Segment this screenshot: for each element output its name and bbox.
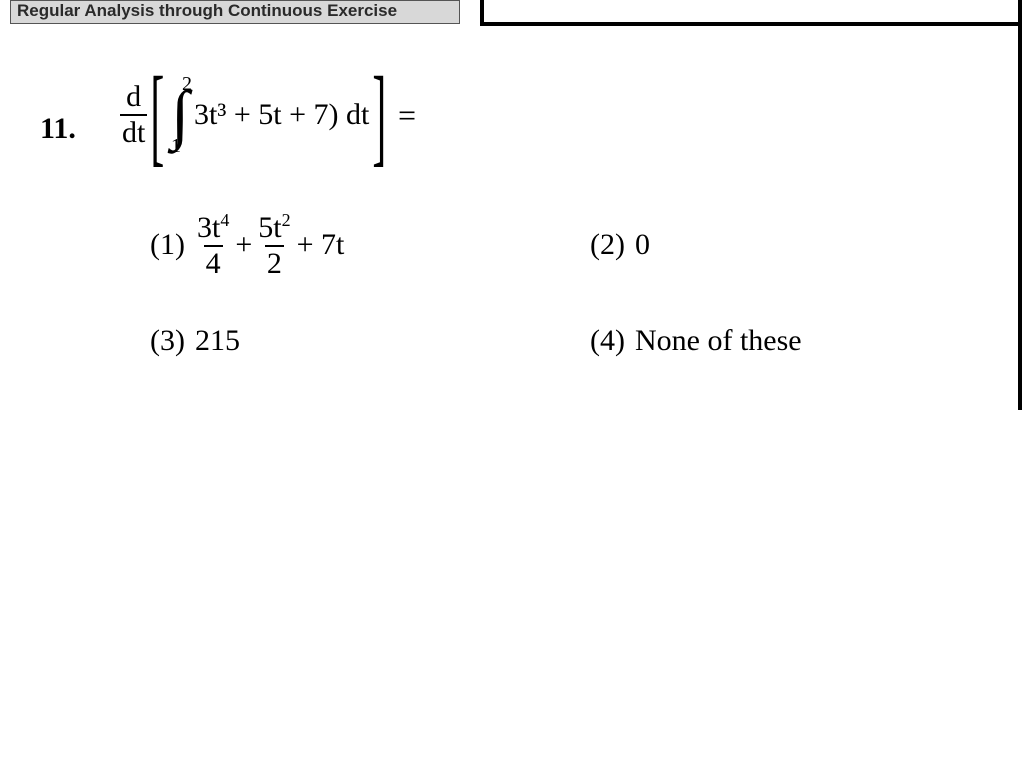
option-row-2: (3) 215 (4) None of these: [150, 306, 970, 376]
equation: d dt [ 2 ∫ 1 3t³ + 5t + 7) dt ] =: [120, 70, 416, 160]
opt1-frac2-num: 5t2: [256, 211, 292, 245]
integral-glyph: ∫: [171, 88, 189, 142]
opt1-frac-1: 3t4 4: [195, 211, 231, 279]
left-bracket: [: [151, 70, 165, 160]
option-4-label: (4): [590, 324, 625, 358]
top-right-frame: [480, 0, 1020, 26]
option-2[interactable]: (2) 0: [590, 210, 650, 280]
option-2-text: 0: [635, 228, 650, 262]
header-banner: Regular Analysis through Continuous Exer…: [10, 0, 460, 24]
question-row: 11. d dt [ 2 ∫ 1 3t³ + 5t + 7) dt ] =: [40, 70, 980, 160]
option-3[interactable]: (3) 215: [150, 306, 530, 376]
option-row-1: (1) 3t4 4 + 5t2 2 + 7t (2) 0: [150, 210, 970, 280]
right-edge-rule: [1018, 0, 1022, 410]
opt1-frac1-den: 4: [204, 245, 223, 279]
deriv-den: dt: [120, 114, 147, 148]
integral-symbol: 2 ∫ 1: [168, 74, 192, 156]
option-4[interactable]: (4) None of these: [590, 306, 802, 376]
integrand: 3t³ + 5t + 7) dt: [194, 98, 369, 132]
opt1-frac2-den: 2: [265, 245, 284, 279]
option-4-text: None of these: [635, 324, 802, 358]
deriv-num: d: [124, 82, 143, 114]
option-1-label: (1): [150, 228, 185, 262]
right-bracket: ]: [373, 70, 387, 160]
opt1-tail: + 7t: [297, 228, 345, 262]
option-1[interactable]: (1) 3t4 4 + 5t2 2 + 7t: [150, 210, 530, 280]
option-1-content: 3t4 4 + 5t2 2 + 7t: [195, 211, 344, 279]
options-block: (1) 3t4 4 + 5t2 2 + 7t (2) 0 (3) 215: [150, 210, 970, 402]
derivative-operator: d dt: [120, 82, 147, 148]
question-block: 11. d dt [ 2 ∫ 1 3t³ + 5t + 7) dt ] =: [40, 70, 980, 160]
opt1-frac1-num: 3t4: [195, 211, 231, 245]
lower-limit: 1: [171, 136, 181, 156]
option-3-text: 215: [195, 324, 240, 358]
opt1-plus-1: +: [235, 228, 252, 262]
question-number: 11.: [40, 70, 90, 146]
integral: 2 ∫ 1 3t³ + 5t + 7) dt: [168, 74, 369, 156]
opt1-frac-2: 5t2 2: [256, 211, 292, 279]
equals-sign: =: [390, 97, 416, 134]
option-2-label: (2): [590, 228, 625, 262]
banner-text: Regular Analysis through Continuous Exer…: [17, 1, 397, 20]
option-3-label: (3): [150, 324, 185, 358]
